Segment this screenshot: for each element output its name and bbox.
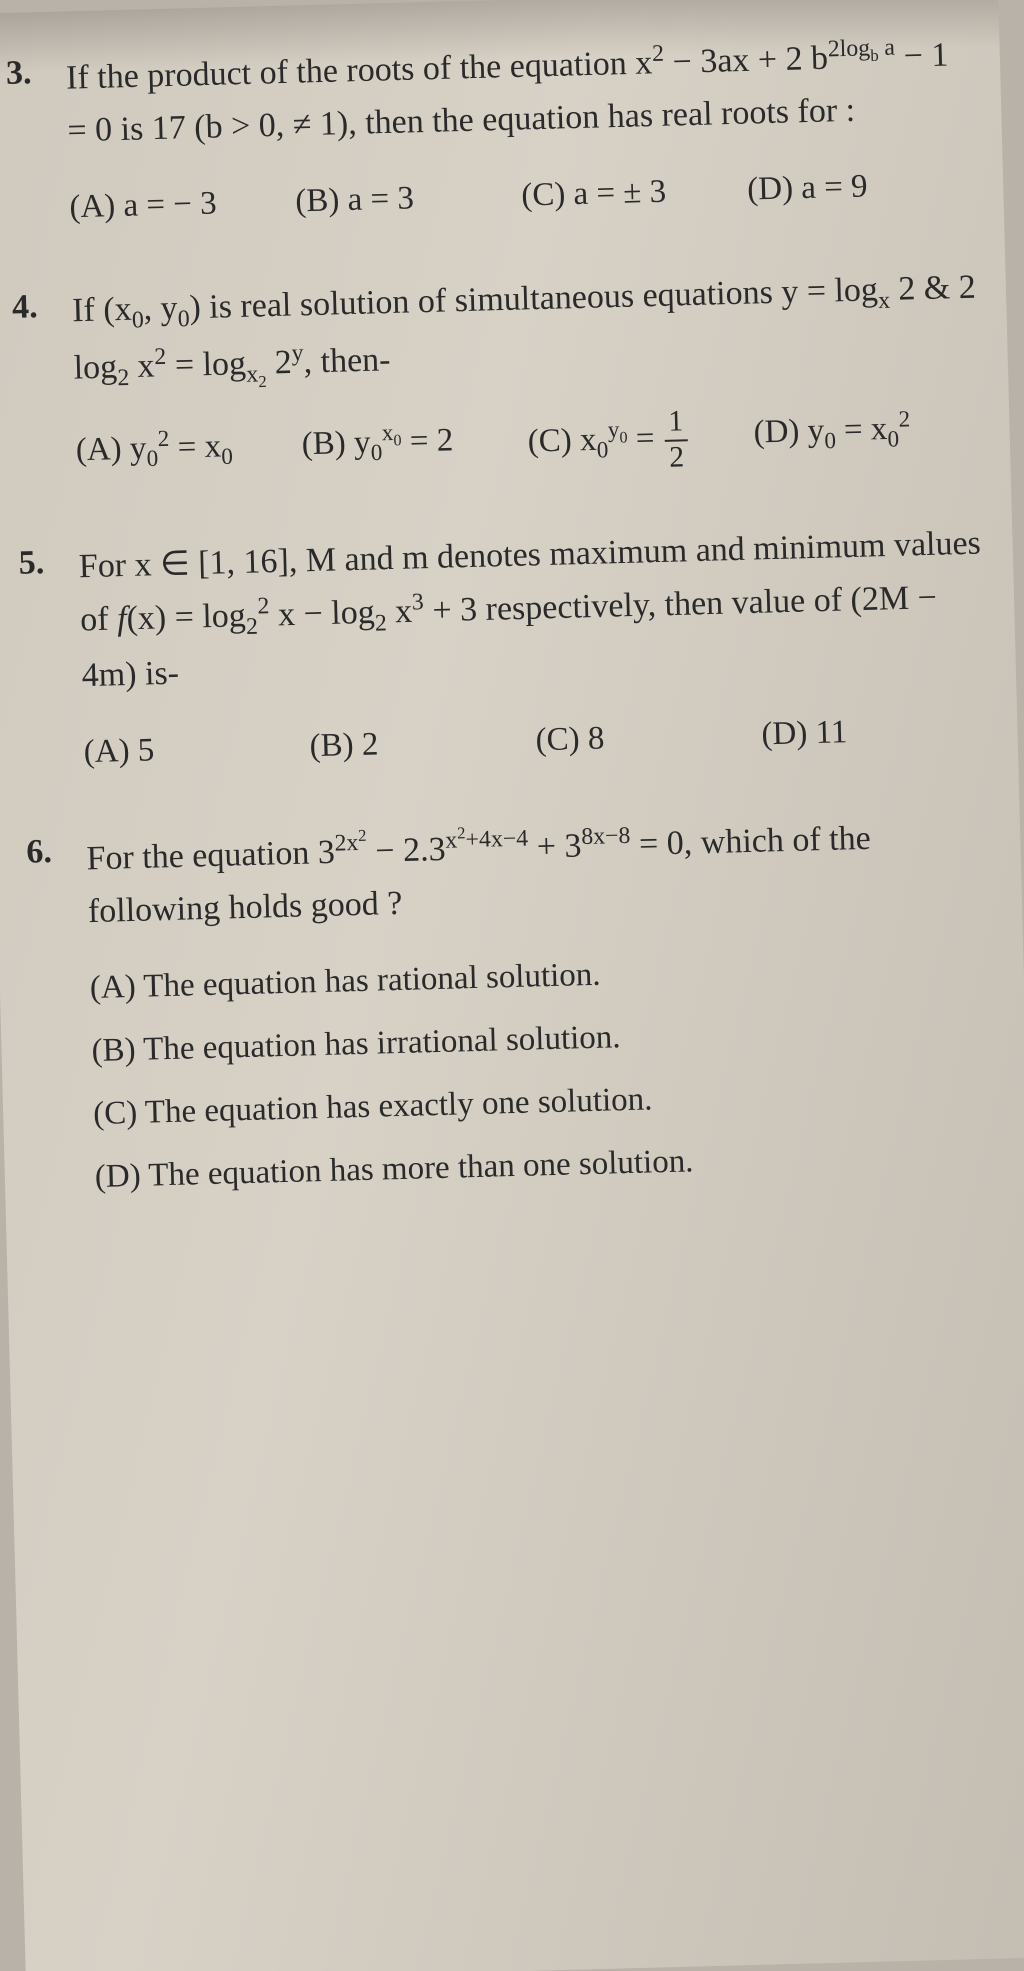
question-number: 6.	[26, 830, 96, 1211]
question-4: 4.If (x0, y0) is real solution of simult…	[12, 261, 981, 496]
exam-page: 3.If the product of the roots of the equ…	[0, 0, 1024, 1971]
questions-container: 3.If the product of the roots of the equ…	[5, 28, 999, 1211]
option-A: (A) a = − 3	[69, 170, 297, 239]
option-A: (A) y02 = x0	[75, 412, 303, 495]
question-number: 3.	[5, 51, 70, 240]
question-stem: For x ∈ [1, 16], M and m denotes maximum…	[78, 517, 986, 703]
option-C: (C) 8	[535, 703, 763, 772]
question-body: For x ∈ [1, 16], M and m denotes maximum…	[78, 517, 988, 784]
option-D: (D) 11	[761, 697, 989, 766]
option-B: (B) 2	[309, 709, 537, 778]
option-C: (C) x0y0 = 12	[527, 400, 755, 483]
option-B: (B) y0x0 = 2	[301, 406, 529, 489]
option-A: (A) 5	[83, 715, 311, 784]
question-body: For the equation 32x2 − 2.3x2+4x−4 + 38x…	[86, 807, 1000, 1210]
question-6: 6.For the equation 32x2 − 2.3x2+4x−4 + 3…	[26, 807, 1000, 1211]
option-B: (B) a = 3	[295, 164, 523, 233]
question-3: 3.If the product of the roots of the equ…	[5, 28, 974, 241]
options-row: (A) a = − 3(B) a = 3(C) a = ± 3(D) a = 9	[69, 152, 974, 239]
options-row: (A) y02 = x0(B) y0x0 = 2(C) x0y0 = 12(D)…	[75, 394, 981, 495]
option-C: (C) a = ± 3	[521, 158, 749, 227]
question-number: 5.	[18, 541, 84, 786]
question-stem: If the product of the roots of the equat…	[65, 28, 971, 158]
options-row: (A) 5(B) 2(C) 8(D) 11	[83, 697, 988, 784]
question-stem: For the equation 32x2 − 2.3x2+4x−4 + 38x…	[86, 807, 993, 939]
question-5: 5.For x ∈ [1, 16], M and m denotes maxim…	[18, 517, 988, 786]
options-row: (A) The equation has rational solution.(…	[89, 933, 999, 1209]
question-number: 4.	[12, 285, 77, 496]
question-stem: If (x0, y0) is real solution of simultan…	[72, 261, 979, 399]
option-D: (D) a = 9	[746, 152, 974, 221]
option-D: (D) y0 = x02	[753, 394, 981, 477]
question-body: If the product of the roots of the equat…	[65, 28, 974, 239]
question-body: If (x0, y0) is real solution of simultan…	[72, 261, 981, 494]
